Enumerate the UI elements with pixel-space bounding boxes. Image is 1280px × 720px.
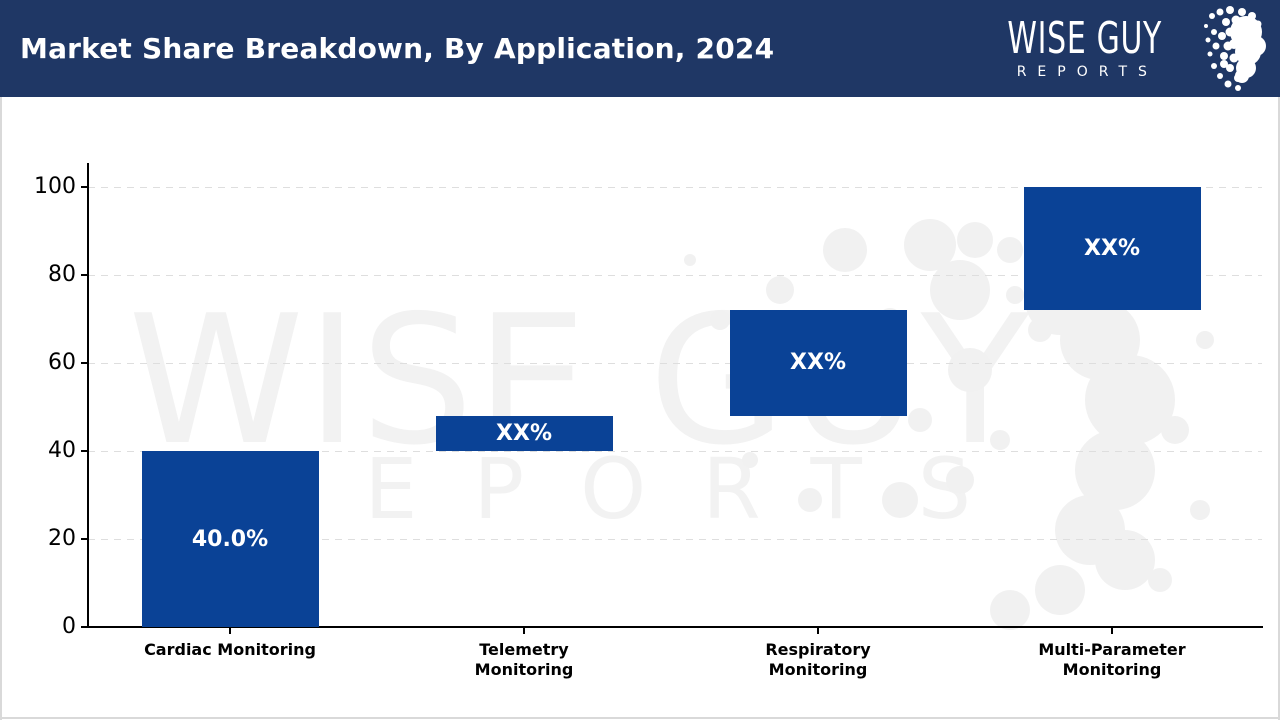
- y-axis-line: [87, 163, 89, 628]
- x-tick-respiratory-monitoring: [817, 628, 819, 634]
- x-tick-multi-parameter-monitoring: [1111, 628, 1113, 634]
- logo-subtitle: REPORTS: [1016, 64, 1158, 80]
- bar-value-label-respiratory-monitoring: XX%: [790, 350, 846, 376]
- plot-area: 0 20 40 60 80 100 40.0% Cardiac Monitoring XX% Te…: [0, 97, 1280, 720]
- bar-telemetry-monitoring: XX%: [435, 415, 613, 451]
- gridline-20: [88, 539, 1262, 540]
- y-tick-40: [81, 450, 88, 452]
- category-label-respiratory-monitoring: Respiratory Monitoring: [765, 640, 871, 679]
- logo-head-icon: [1204, 5, 1266, 91]
- logo-text: WISE GUY REPORTS: [971, 13, 1198, 81]
- y-tick-label-20: 20: [48, 526, 76, 551]
- gridline-60: [88, 363, 1262, 364]
- category-label-multi-parameter-monitoring: Multi-Parameter Monitoring: [1038, 640, 1186, 679]
- page-border-bottom: [0, 717, 1280, 719]
- y-tick-20: [81, 538, 88, 540]
- x-tick-telemetry-monitoring: [523, 628, 525, 634]
- y-tick-label-80: 80: [48, 262, 76, 287]
- y-tick-label-60: 60: [48, 350, 76, 375]
- watermark-text-line2: REPORTS: [250, 440, 1028, 538]
- y-tick-80: [81, 274, 88, 276]
- bar-value-label-telemetry-monitoring: XX%: [496, 420, 552, 446]
- gridline-100: [88, 187, 1262, 188]
- y-tick-label-40: 40: [48, 438, 76, 463]
- bar-multi-parameter-monitoring: XX%: [1023, 187, 1201, 311]
- category-label-cardiac-monitoring: Cardiac Monitoring: [144, 640, 316, 659]
- x-axis-line: [87, 626, 1263, 628]
- y-tick-label-0: 0: [62, 614, 76, 639]
- bar-value-label-cardiac-monitoring: 40.0%: [191, 526, 269, 552]
- gridline-80: [88, 275, 1262, 276]
- y-tick-100: [81, 186, 88, 188]
- page-title: Market Share Breakdown, By Application, …: [20, 32, 775, 65]
- logo-wordmark: WISE GUY: [1006, 13, 1162, 64]
- bar-respiratory-monitoring: XX%: [729, 310, 907, 416]
- page-border-right: [1278, 0, 1280, 720]
- y-tick-0: [81, 626, 88, 628]
- header: Market Share Breakdown, By Application, …: [0, 0, 1280, 97]
- page-border-left: [0, 0, 2, 720]
- bar-value-label-multi-parameter-monitoring: XX%: [1084, 236, 1140, 262]
- y-tick-label-100: 100: [34, 174, 76, 199]
- bar-cardiac-monitoring: 40.0%: [141, 451, 319, 627]
- category-label-telemetry-monitoring: Telemetry Monitoring: [474, 640, 574, 679]
- gridline-40: [88, 451, 1262, 452]
- y-tick-60: [81, 362, 88, 364]
- wise-guy-logo: WISE GUY REPORTS: [971, 5, 1266, 92]
- x-tick-cardiac-monitoring: [229, 628, 231, 634]
